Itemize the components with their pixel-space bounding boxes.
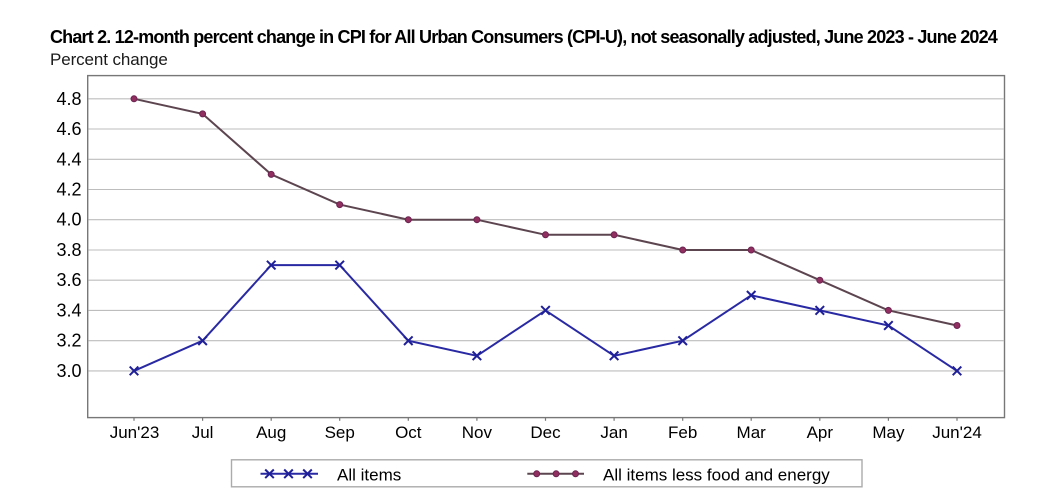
svg-text:4.4: 4.4: [56, 149, 81, 169]
svg-text:4.6: 4.6: [56, 119, 81, 139]
svg-text:Aug: Aug: [256, 423, 286, 442]
svg-text:Mar: Mar: [737, 423, 767, 442]
svg-text:Jul: Jul: [192, 423, 214, 442]
svg-text:Nov: Nov: [462, 423, 493, 442]
svg-text:All items: All items: [337, 465, 401, 484]
svg-text:Feb: Feb: [668, 423, 697, 442]
svg-text:Jun'24: Jun'24: [932, 423, 982, 442]
svg-text:3.0: 3.0: [56, 361, 81, 381]
svg-text:4.8: 4.8: [56, 89, 81, 109]
svg-text:Oct: Oct: [395, 423, 422, 442]
svg-text:3.4: 3.4: [56, 300, 81, 320]
svg-text:Apr: Apr: [807, 423, 834, 442]
svg-text:Dec: Dec: [530, 423, 561, 442]
svg-text:All items less food and energy: All items less food and energy: [603, 465, 830, 484]
svg-text:Percent change: Percent change: [50, 50, 168, 69]
svg-text:4.2: 4.2: [56, 180, 81, 200]
svg-text:May: May: [872, 423, 905, 442]
svg-text:3.8: 3.8: [56, 240, 81, 260]
svg-text:3.6: 3.6: [56, 270, 81, 290]
svg-text:Chart 2. 12-month percent chan: Chart 2. 12-month percent change in CPI …: [50, 27, 998, 47]
svg-text:Jan: Jan: [600, 423, 627, 442]
svg-text:Sep: Sep: [325, 423, 355, 442]
svg-text:3.2: 3.2: [56, 331, 81, 351]
svg-text:Jun'23: Jun'23: [110, 423, 160, 442]
svg-text:4.0: 4.0: [56, 210, 81, 230]
